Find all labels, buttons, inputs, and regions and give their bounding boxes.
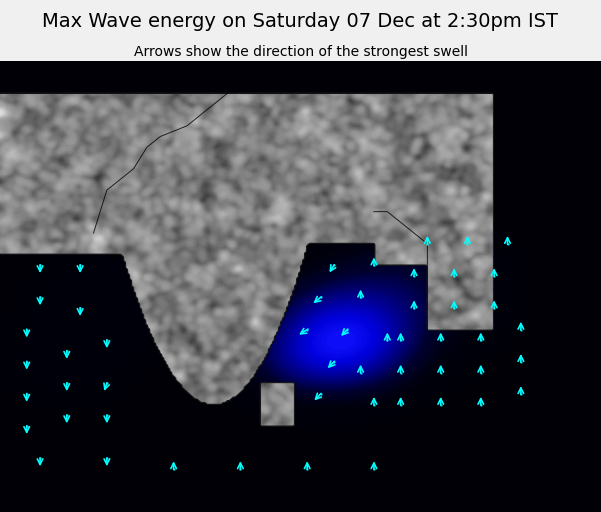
Text: Arrows show the direction of the strongest swell: Arrows show the direction of the stronge… — [133, 45, 468, 59]
Text: Max Wave energy on Saturday 07 Dec at 2:30pm IST: Max Wave energy on Saturday 07 Dec at 2:… — [43, 12, 558, 31]
